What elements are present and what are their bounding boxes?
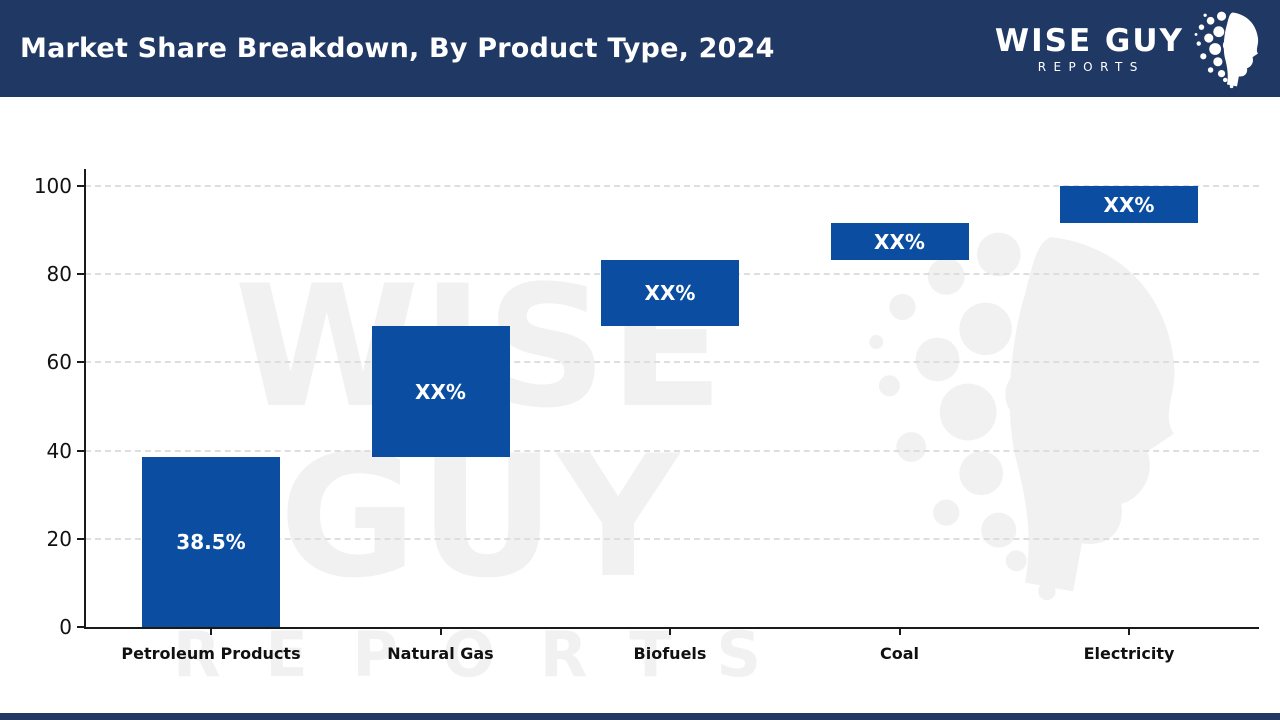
wise-guy-reports-logo: WISE GUY REPORTS [995,8,1280,90]
watermark-head-icon [869,232,1175,601]
x-axis-label: Natural Gas [387,644,494,663]
y-axis-tick-label: 40 [46,438,72,463]
header-bar: Market Share Breakdown, By Product Type,… [0,0,1280,97]
y-axis-tick-label: 100 [33,174,72,198]
gridline [85,361,1259,364]
x-axis-tick [439,627,442,635]
bar-natural-gas: XX% [371,325,510,458]
footer-bar [0,713,1280,720]
x-axis-label: Biofuels [633,644,707,663]
bar-value-label: XX% [874,229,925,254]
y-axis-tick-label: 0 [59,615,72,639]
bar-value-label: XX% [415,379,466,404]
chart-plot-area: WISE GUY REPORTS 02040608010038.5%Petrol… [0,97,1280,713]
bar-biofuels: XX% [601,260,739,326]
dotted-head-icon [1194,11,1259,88]
logo-subtitle: REPORTS [1037,59,1145,74]
y-axis-tick-label: 80 [46,262,72,287]
bar-value-label: XX% [644,280,696,305]
bar-value-label: XX% [1103,192,1155,217]
y-axis-tick-label: 20 [46,526,72,551]
x-axis-tick [1128,627,1130,635]
y-axis-tick [77,361,85,364]
x-axis-tick [898,627,901,635]
y-axis-tick [77,626,85,628]
y-axis-tick [77,273,85,276]
page-title: Market Share Breakdown, By Product Type,… [20,33,775,64]
x-axis-label: Petroleum Products [121,644,301,663]
bar-coal: XX% [830,223,969,261]
y-axis-tick [77,449,85,452]
y-axis-tick [77,537,85,540]
x-axis-tick [210,627,212,635]
gridline [85,537,1259,540]
bar-electricity: XX% [1060,186,1198,224]
logo-text: WISE GUY REPORTS [995,24,1184,74]
x-axis-label: Electricity [1083,644,1175,663]
gridline [85,185,1259,187]
x-axis-tick [669,627,671,635]
bar-value-label: 38.5% [176,530,246,555]
logo-wordmark: WISE GUY [994,22,1184,59]
y-axis-line [84,169,86,629]
x-axis-label: Coal [879,644,919,663]
x-axis-line [84,627,1259,629]
y-axis-tick [77,185,85,187]
y-axis-tick-label: 60 [46,350,72,375]
bar-petroleum-products: 38.5% [142,457,280,627]
gridline [85,449,1259,452]
